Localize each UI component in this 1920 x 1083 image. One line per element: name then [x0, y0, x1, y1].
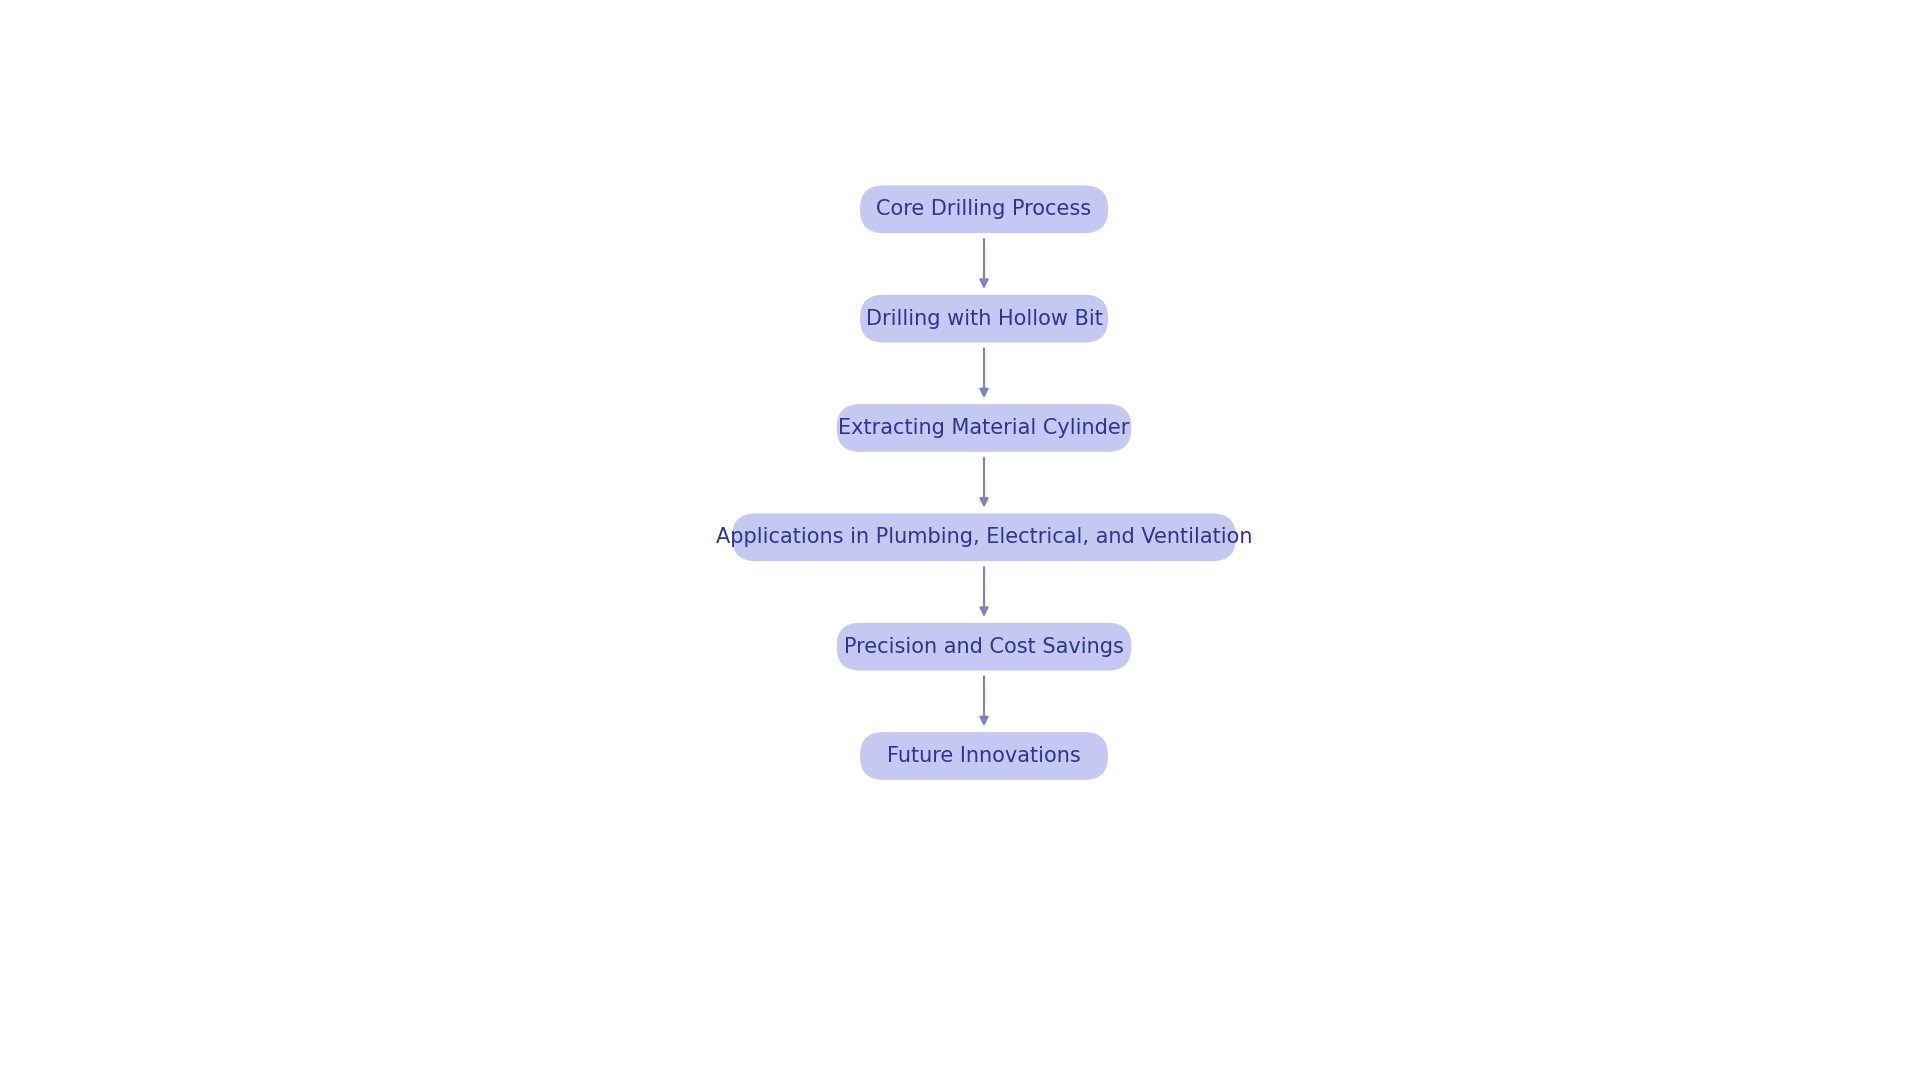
- Text: Precision and Cost Savings: Precision and Cost Savings: [845, 637, 1123, 656]
- Text: Applications in Plumbing, Electrical, and Ventilation: Applications in Plumbing, Electrical, an…: [716, 527, 1252, 547]
- FancyBboxPatch shape: [837, 404, 1131, 452]
- Text: Drilling with Hollow Bit: Drilling with Hollow Bit: [866, 309, 1102, 328]
- FancyBboxPatch shape: [860, 295, 1108, 342]
- Text: Core Drilling Process: Core Drilling Process: [876, 199, 1092, 219]
- Text: Future Innovations: Future Innovations: [887, 746, 1081, 766]
- FancyBboxPatch shape: [732, 513, 1236, 561]
- Text: Extracting Material Cylinder: Extracting Material Cylinder: [839, 418, 1129, 438]
- FancyBboxPatch shape: [860, 732, 1108, 780]
- FancyBboxPatch shape: [860, 185, 1108, 233]
- FancyBboxPatch shape: [837, 623, 1131, 670]
